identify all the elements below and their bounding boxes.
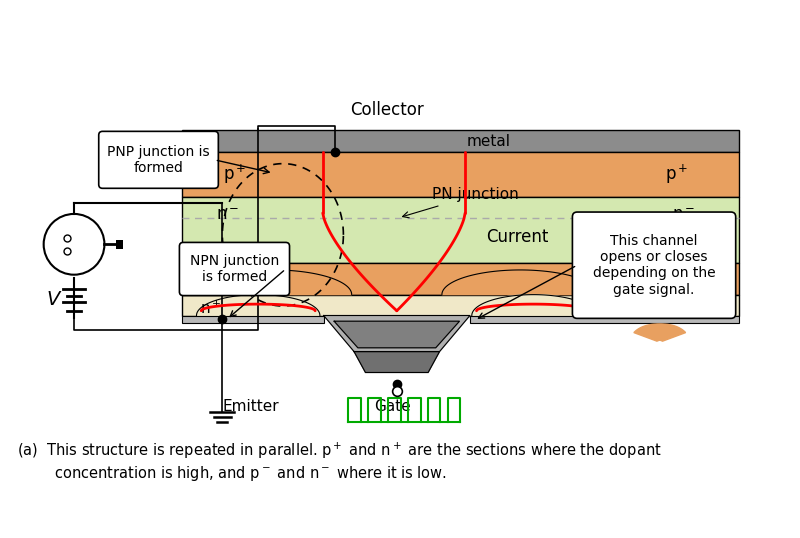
Text: n$^-$: n$^-$ — [270, 276, 292, 291]
Text: p$^+$: p$^+$ — [665, 163, 689, 186]
Text: (a)  This structure is repeated in parallel. p$^+$ and n$^+$ are the sections wh: (a) This structure is repeated in parall… — [17, 441, 662, 483]
Polygon shape — [634, 324, 680, 341]
Text: Gate: Gate — [374, 399, 410, 414]
Text: Collector: Collector — [350, 101, 424, 119]
Polygon shape — [324, 315, 470, 352]
Polygon shape — [195, 270, 352, 295]
Polygon shape — [197, 295, 320, 315]
Bar — [182, 263, 738, 295]
Text: This channel
opens or closes
depending on the
gate signal.: This channel opens or closes depending o… — [593, 234, 715, 296]
Text: n$^+$: n$^+$ — [200, 299, 222, 316]
Text: n$^-$: n$^-$ — [672, 207, 695, 224]
Text: Emitter: Emitter — [222, 399, 279, 414]
FancyBboxPatch shape — [98, 131, 218, 188]
FancyBboxPatch shape — [179, 243, 290, 295]
Polygon shape — [442, 270, 598, 295]
Text: PNP junction is
formed: PNP junction is formed — [107, 145, 210, 175]
Polygon shape — [334, 321, 459, 348]
Bar — [182, 130, 738, 152]
Text: PN junction: PN junction — [402, 187, 518, 218]
Polygon shape — [354, 352, 439, 372]
Bar — [470, 315, 738, 323]
Bar — [182, 152, 738, 197]
Bar — [116, 239, 123, 249]
Bar — [182, 295, 738, 315]
Text: n$^-$: n$^-$ — [216, 207, 239, 224]
Text: p$^+$: p$^+$ — [222, 163, 246, 186]
Text: p: p — [213, 275, 223, 293]
Text: NPN junction
is formed: NPN junction is formed — [190, 254, 279, 284]
Bar — [182, 315, 324, 323]
Bar — [182, 197, 738, 263]
FancyBboxPatch shape — [573, 212, 736, 318]
Text: p: p — [688, 275, 698, 293]
Text: Current: Current — [486, 228, 549, 246]
Text: V: V — [46, 291, 60, 309]
Polygon shape — [472, 295, 595, 315]
Text: n$^+$: n$^+$ — [570, 299, 592, 316]
Text: metal: metal — [466, 134, 510, 149]
Polygon shape — [639, 324, 686, 341]
